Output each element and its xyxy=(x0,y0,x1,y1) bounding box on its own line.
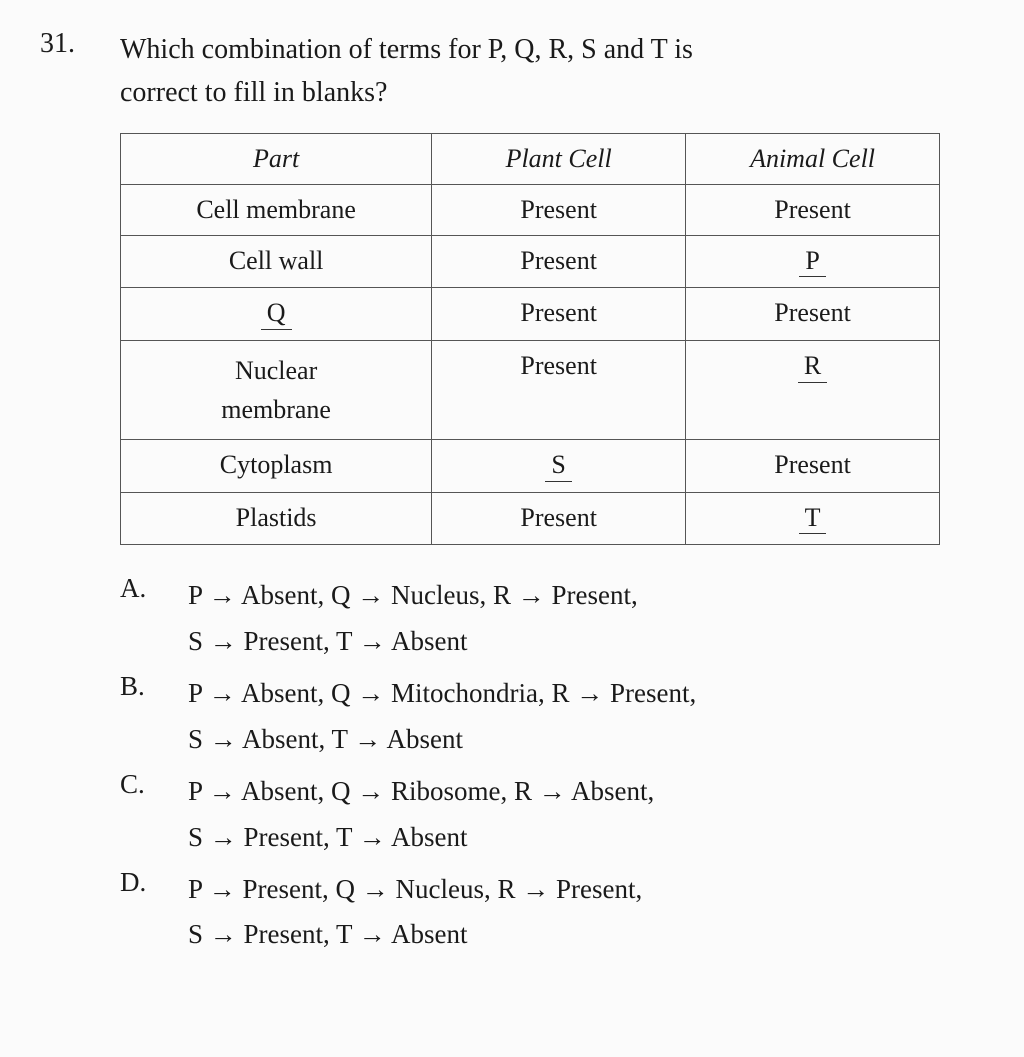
cell-text: Cell membrane xyxy=(196,195,356,224)
option-line1: P → Present, Q → Nucleus, R → Present, xyxy=(188,874,642,904)
cell-text: Present xyxy=(774,195,851,224)
cell-text: Present xyxy=(774,298,851,327)
cell-text: Present xyxy=(520,195,597,224)
cell-plant: Present xyxy=(432,340,686,439)
cell-text: Present xyxy=(774,450,851,479)
page: 31. Which combination of terms for P, Q,… xyxy=(0,0,1024,1004)
header-animal: Animal Cell xyxy=(686,133,940,184)
comparison-table: Part Plant Cell Animal Cell Cell membran… xyxy=(120,133,940,545)
cell-animal: Present xyxy=(686,439,940,492)
option-letter: C. xyxy=(120,769,164,861)
option-text: P → Absent, Q → Ribosome, R → Absent, S … xyxy=(188,769,984,861)
option-letter: A. xyxy=(120,573,164,665)
question-row: 31. Which combination of terms for P, Q,… xyxy=(40,28,984,964)
question-text-line2: correct to fill in blanks? xyxy=(120,77,387,108)
question-text-line1: Which combination of terms for P, Q, R, … xyxy=(120,34,693,65)
cell-part: Cytoplasm xyxy=(121,439,432,492)
option-line1: P → Absent, Q → Ribosome, R → Absent, xyxy=(188,776,654,806)
cell-text-line1: Nuclear xyxy=(235,356,317,385)
blank-r: R xyxy=(798,352,827,383)
cell-plant: Present xyxy=(432,184,686,235)
blank-s: S xyxy=(545,451,571,482)
cell-part: Cell wall xyxy=(121,235,432,288)
option-line2: S → Absent, T → Absent xyxy=(188,724,463,754)
option-line1: P → Absent, Q → Nucleus, R → Present, xyxy=(188,580,638,610)
blank-t: T xyxy=(799,504,827,535)
cell-text: Present xyxy=(520,503,597,532)
table-row: Q Present Present xyxy=(121,288,940,341)
header-part: Part xyxy=(121,133,432,184)
table-row: Plastids Present T xyxy=(121,492,940,545)
question-text: Which combination of terms for P, Q, R, … xyxy=(120,28,984,115)
cell-animal: Present xyxy=(686,288,940,341)
option-d: D. P → Present, Q → Nucleus, R → Present… xyxy=(120,867,984,959)
cell-text-line2: membrane xyxy=(221,395,331,424)
cell-animal: P xyxy=(686,235,940,288)
cell-part: Cell membrane xyxy=(121,184,432,235)
cell-animal: Present xyxy=(686,184,940,235)
option-line1: P → Absent, Q → Mitochondria, R → Presen… xyxy=(188,678,696,708)
cell-animal: R xyxy=(686,340,940,439)
blank-q: Q xyxy=(261,299,292,330)
option-letter: D. xyxy=(120,867,164,959)
cell-part: Q xyxy=(121,288,432,341)
table-row: Cell wall Present P xyxy=(121,235,940,288)
cell-part: Plastids xyxy=(121,492,432,545)
option-letter: B. xyxy=(120,671,164,763)
cell-plant: Present xyxy=(432,492,686,545)
question-number: 31. xyxy=(40,28,90,60)
header-plant: Plant Cell xyxy=(432,133,686,184)
option-line2: S → Present, T → Absent xyxy=(188,919,468,949)
option-line2: S → Present, T → Absent xyxy=(188,822,468,852)
cell-part: Nuclear membrane xyxy=(121,340,432,439)
table-header-row: Part Plant Cell Animal Cell xyxy=(121,133,940,184)
option-b: B. P → Absent, Q → Mitochondria, R → Pre… xyxy=(120,671,984,763)
question-body: Which combination of terms for P, Q, R, … xyxy=(120,28,984,964)
cell-text: Cytoplasm xyxy=(220,450,333,479)
cell-text: Cell wall xyxy=(229,246,324,275)
cell-text: Present xyxy=(520,351,597,380)
option-text: P → Absent, Q → Mitochondria, R → Presen… xyxy=(188,671,984,763)
cell-plant: Present xyxy=(432,288,686,341)
blank-p: P xyxy=(799,247,825,278)
cell-text: Present xyxy=(520,246,597,275)
option-text: P → Absent, Q → Nucleus, R → Present, S … xyxy=(188,573,984,665)
cell-text: Plastids xyxy=(236,503,317,532)
cell-plant: S xyxy=(432,439,686,492)
table-row: Cell membrane Present Present xyxy=(121,184,940,235)
table-row: Nuclear membrane Present R xyxy=(121,340,940,439)
option-c: C. P → Absent, Q → Ribosome, R → Absent,… xyxy=(120,769,984,861)
option-text: P → Present, Q → Nucleus, R → Present, S… xyxy=(188,867,984,959)
cell-plant: Present xyxy=(432,235,686,288)
cell-animal: T xyxy=(686,492,940,545)
table-row: Cytoplasm S Present xyxy=(121,439,940,492)
option-line2: S → Present, T → Absent xyxy=(188,626,468,656)
answer-options: A. P → Absent, Q → Nucleus, R → Present,… xyxy=(120,573,984,958)
cell-text: Present xyxy=(520,298,597,327)
option-a: A. P → Absent, Q → Nucleus, R → Present,… xyxy=(120,573,984,665)
